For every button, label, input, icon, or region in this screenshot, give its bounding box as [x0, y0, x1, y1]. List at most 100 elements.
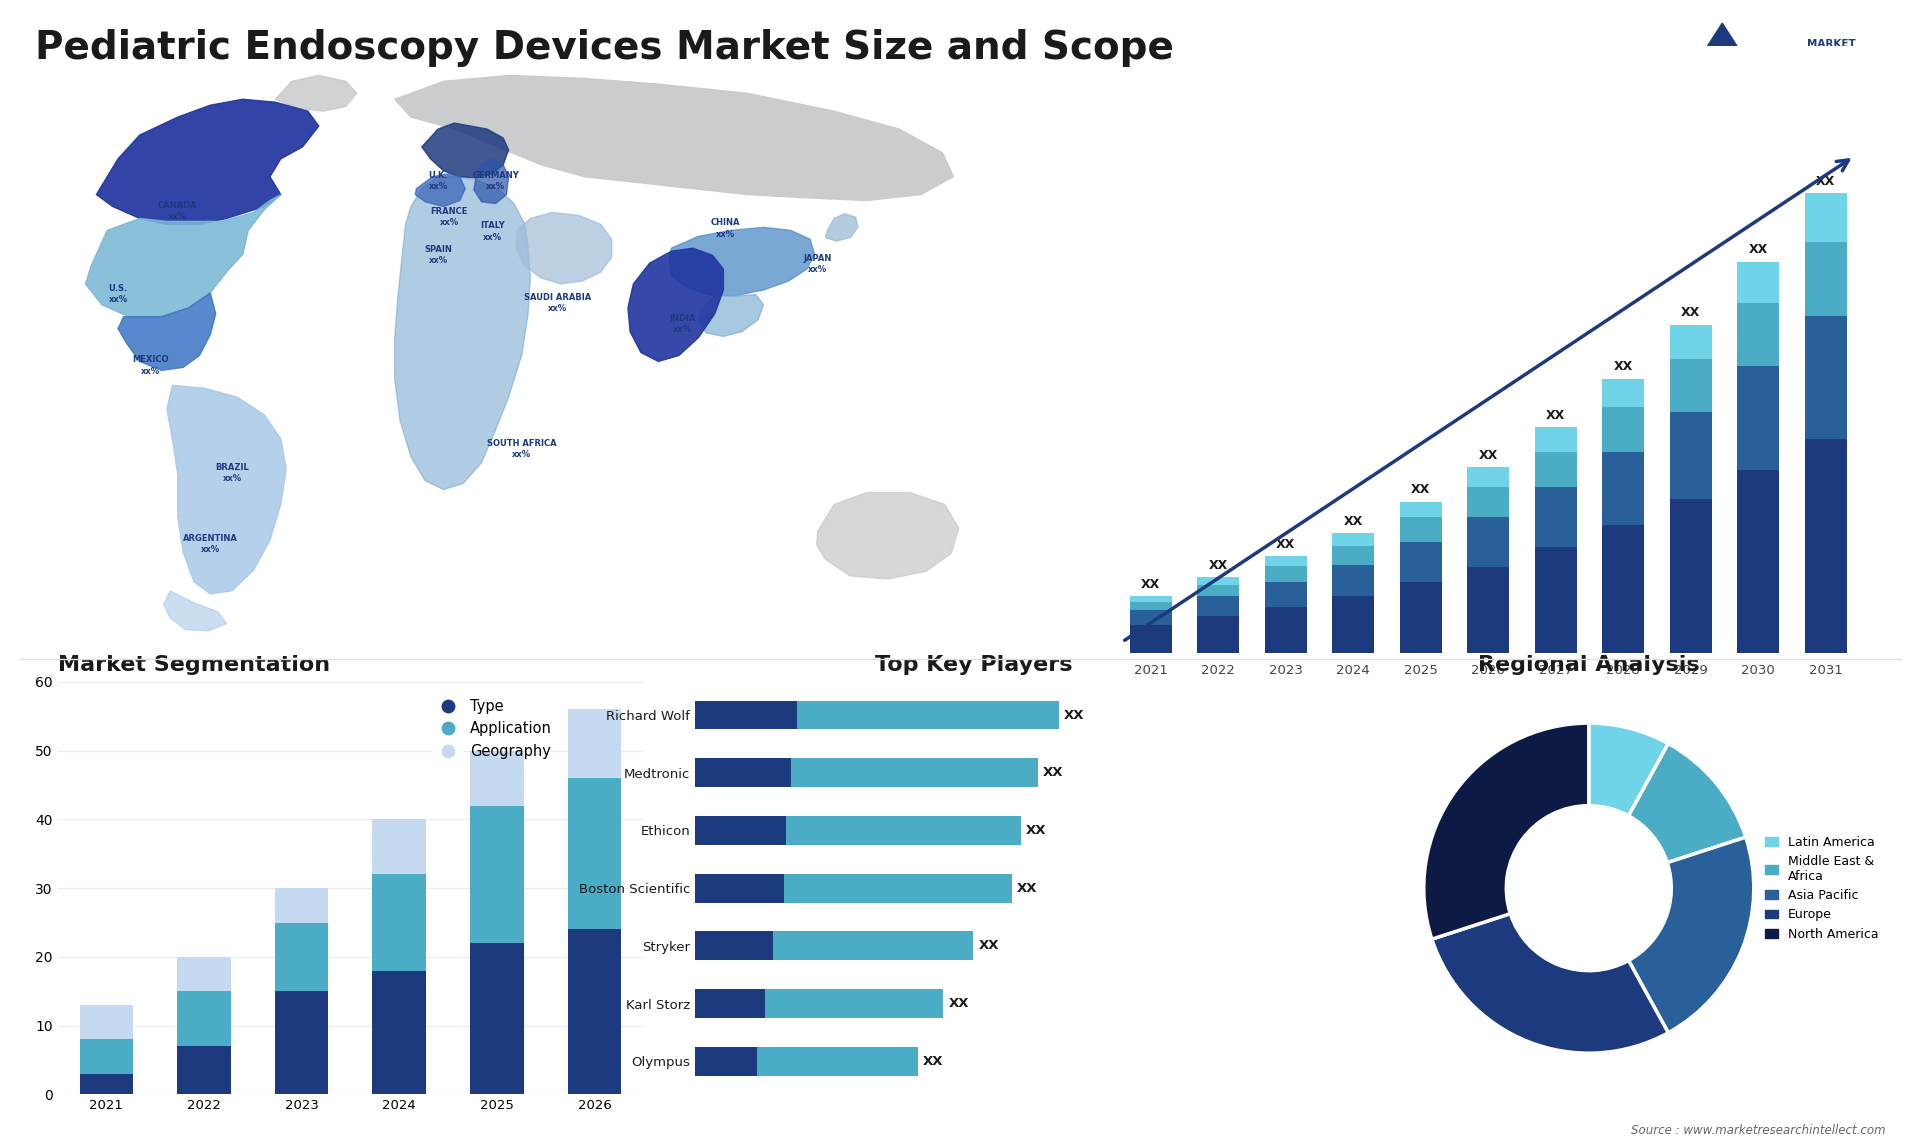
Text: Market Segmentation: Market Segmentation [58, 654, 330, 675]
Text: ARGENTINA
xx%: ARGENTINA xx% [182, 534, 238, 555]
Legend: Latin America, Middle East &
Africa, Asia Pacific, Europe, North America: Latin America, Middle East & Africa, Asi… [1761, 831, 1884, 945]
Bar [1198, 596, 1238, 617]
Text: MARKET: MARKET [1807, 39, 1857, 48]
Bar [1332, 545, 1375, 565]
Bar [275, 991, 328, 1094]
Bar [177, 1046, 230, 1094]
Bar [1534, 548, 1576, 653]
Text: XX: XX [1613, 360, 1632, 374]
Polygon shape [415, 174, 465, 206]
Wedge shape [1425, 723, 1590, 939]
Polygon shape [628, 249, 724, 361]
Text: XX: XX [1546, 409, 1565, 422]
Text: XX: XX [948, 997, 970, 1010]
Bar [79, 1005, 132, 1039]
Text: U.K.
xx%: U.K. xx% [428, 171, 447, 191]
Text: Pediatric Endoscopy Devices Market Size and Scope: Pediatric Endoscopy Devices Market Size … [35, 29, 1173, 66]
Bar [1603, 408, 1644, 452]
Text: XX: XX [1025, 824, 1046, 837]
Text: XX: XX [1344, 515, 1363, 527]
Bar [1129, 611, 1171, 625]
Text: BRAZIL
xx%: BRAZIL xx% [215, 463, 250, 482]
Text: XX: XX [1411, 484, 1430, 496]
Bar [1805, 316, 1847, 439]
Bar [1603, 452, 1644, 525]
Text: XX: XX [924, 1054, 943, 1068]
Bar [470, 806, 524, 943]
Bar [1670, 499, 1711, 653]
Bar [1467, 487, 1509, 518]
Bar [1738, 303, 1780, 366]
Wedge shape [1628, 744, 1745, 863]
Text: XX: XX [1064, 708, 1085, 722]
Bar [1670, 411, 1711, 499]
Text: SOUTH AFRICA
xx%: SOUTH AFRICA xx% [488, 439, 557, 460]
Polygon shape [474, 159, 509, 204]
Bar [791, 759, 1037, 787]
Text: XX: XX [1816, 174, 1836, 188]
Bar [695, 932, 774, 960]
Bar [470, 943, 524, 1094]
Text: XX: XX [1682, 306, 1701, 319]
Bar [275, 888, 328, 923]
Bar [695, 989, 764, 1018]
Text: XX: XX [1478, 449, 1498, 462]
Bar [1400, 518, 1442, 542]
Bar [797, 700, 1060, 730]
Bar [470, 751, 524, 806]
Bar [1400, 502, 1442, 518]
Title: Top Key Players: Top Key Players [876, 654, 1071, 675]
Text: MEXICO
xx%: MEXICO xx% [132, 355, 169, 376]
Bar [1198, 617, 1238, 653]
Bar [695, 759, 791, 787]
Bar [1129, 602, 1171, 611]
Text: XX: XX [1140, 578, 1160, 590]
Bar [177, 991, 230, 1046]
Polygon shape [96, 100, 319, 225]
Text: XX: XX [1749, 243, 1768, 257]
Polygon shape [816, 493, 958, 579]
Bar [1805, 193, 1847, 242]
Text: FRANCE
xx%: FRANCE xx% [430, 206, 468, 227]
Bar [1129, 625, 1171, 653]
Bar [177, 957, 230, 991]
Text: RESEARCH: RESEARCH [1807, 70, 1870, 80]
Bar [1805, 439, 1847, 653]
Text: Source : www.marketresearchintellect.com: Source : www.marketresearchintellect.com [1630, 1124, 1885, 1137]
Bar [764, 989, 943, 1018]
Bar [1467, 518, 1509, 567]
Text: INTELLECT: INTELLECT [1807, 101, 1870, 111]
Bar [774, 932, 973, 960]
Bar [1332, 565, 1375, 596]
Bar [1534, 487, 1576, 548]
Bar [695, 873, 783, 903]
Polygon shape [422, 123, 509, 178]
Bar [79, 1039, 132, 1074]
Polygon shape [396, 176, 530, 489]
Bar [1670, 359, 1711, 411]
Text: XX: XX [1277, 537, 1296, 550]
Text: XX: XX [979, 940, 998, 952]
Polygon shape [670, 227, 814, 296]
Bar [1198, 584, 1238, 596]
Text: CANADA
xx%: CANADA xx% [157, 201, 198, 221]
Bar [568, 709, 622, 778]
Bar [1534, 427, 1576, 452]
Legend: Type, Application, Geography: Type, Application, Geography [428, 693, 559, 764]
Bar [372, 819, 426, 874]
Text: JAPAN
xx%: JAPAN xx% [804, 254, 831, 274]
Polygon shape [275, 76, 357, 111]
Bar [783, 873, 1012, 903]
Bar [695, 1046, 756, 1076]
Bar [1467, 567, 1509, 653]
Bar [1198, 578, 1238, 584]
Text: SAUDI ARABIA
xx%: SAUDI ARABIA xx% [524, 293, 591, 313]
Bar [1265, 607, 1308, 653]
Polygon shape [826, 213, 858, 241]
Bar [1129, 596, 1171, 602]
Bar [372, 874, 426, 971]
Polygon shape [163, 591, 227, 630]
Bar [1534, 452, 1576, 487]
Bar [695, 816, 785, 845]
Bar [1265, 582, 1308, 607]
